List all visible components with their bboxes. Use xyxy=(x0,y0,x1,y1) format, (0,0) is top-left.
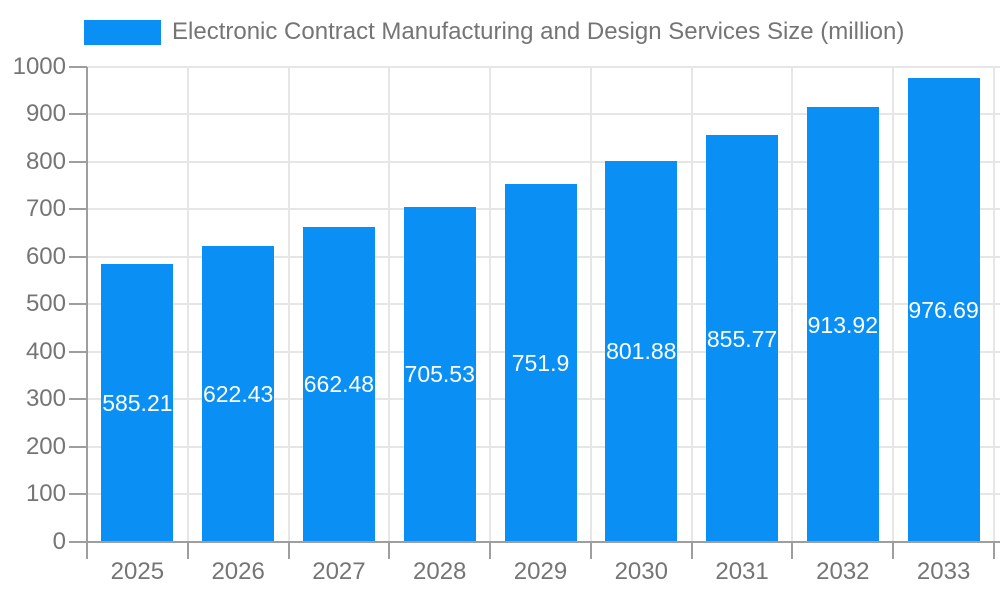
y-tick xyxy=(69,541,87,543)
y-tick xyxy=(69,65,87,68)
x-axis-line xyxy=(87,541,1000,543)
x-axis-label-2027: 2027 xyxy=(312,558,366,585)
y-axis-label: 100 xyxy=(25,480,66,508)
bar-2028[interactable] xyxy=(403,206,476,542)
bar-2030[interactable] xyxy=(605,160,678,542)
y-axis-label: 1000 xyxy=(12,52,66,80)
y-axis-label: 500 xyxy=(25,290,66,318)
y-tick xyxy=(69,350,87,353)
x-tick xyxy=(690,542,693,559)
y-tick xyxy=(69,303,87,306)
x-tick xyxy=(791,542,794,559)
x-gridline xyxy=(186,66,189,542)
y-axis-label: 300 xyxy=(25,385,66,413)
legend-label: Electronic Contract Manufacturing and De… xyxy=(172,18,905,45)
bar-2026[interactable] xyxy=(202,246,275,542)
bar-value-label: 801.88 xyxy=(606,338,677,365)
y-gridline xyxy=(87,113,1000,116)
bar-2029[interactable] xyxy=(504,184,577,542)
y-axis-label: 900 xyxy=(25,100,66,128)
y-tick xyxy=(69,113,87,116)
legend[interactable]: Electronic Contract Manufacturing and De… xyxy=(84,17,904,47)
x-gridline xyxy=(993,66,995,542)
bar-2025[interactable] xyxy=(101,263,174,542)
y-gridline xyxy=(87,65,1000,68)
y-tick xyxy=(69,398,87,401)
y-tick xyxy=(69,255,87,258)
bar-value-label: 913.92 xyxy=(807,311,878,338)
bar-value-label: 705.53 xyxy=(404,361,475,388)
y-axis-label: 800 xyxy=(25,147,66,175)
bar-value-label: 751.9 xyxy=(511,350,570,377)
x-tick xyxy=(993,542,995,559)
y-tick xyxy=(69,493,87,496)
x-tick xyxy=(892,542,895,559)
x-tick xyxy=(186,542,189,559)
y-axis-label: 0 xyxy=(52,528,66,555)
y-tick xyxy=(69,160,87,163)
x-axis-label-2031: 2031 xyxy=(715,558,769,585)
bar-2031[interactable] xyxy=(706,135,779,542)
x-gridline xyxy=(489,66,492,542)
x-tick xyxy=(287,542,290,559)
x-axis-label-2030: 2030 xyxy=(614,558,668,585)
x-gridline xyxy=(589,66,592,542)
bar-value-label: 662.48 xyxy=(303,371,375,398)
y-axis-label: 200 xyxy=(25,432,66,460)
bar-2027[interactable] xyxy=(302,226,375,542)
bar-value-label: 976.69 xyxy=(908,296,979,323)
x-axis-label-2028: 2028 xyxy=(413,558,467,585)
x-axis-label-2032: 2032 xyxy=(816,558,870,585)
bar-value-label: 585.21 xyxy=(102,389,173,416)
x-gridline xyxy=(791,66,794,542)
x-gridline xyxy=(287,66,290,542)
x-axis-label-2026: 2026 xyxy=(211,558,265,585)
y-tick xyxy=(69,208,87,211)
x-tick xyxy=(589,542,592,559)
y-axis-line xyxy=(86,66,88,559)
bar-value-label: 855.77 xyxy=(706,325,778,352)
x-tick xyxy=(388,542,391,559)
x-axis-label-2025: 2025 xyxy=(110,558,165,585)
bar-2032[interactable] xyxy=(806,107,879,542)
y-tick xyxy=(69,445,87,448)
x-axis-label-2033: 2033 xyxy=(916,558,971,585)
y-axis-label: 400 xyxy=(25,337,66,365)
bar-2033[interactable] xyxy=(907,77,980,542)
y-axis-label: 700 xyxy=(25,195,66,223)
x-gridline xyxy=(690,66,693,542)
y-axis-label: 600 xyxy=(25,242,66,270)
x-tick xyxy=(489,542,492,559)
y-gridline xyxy=(87,160,1000,163)
bar-value-label: 622.43 xyxy=(202,381,274,408)
x-gridline xyxy=(892,66,895,542)
x-axis-label-2029: 2029 xyxy=(513,558,568,585)
legend-swatch xyxy=(84,19,161,45)
x-gridline xyxy=(388,66,391,542)
